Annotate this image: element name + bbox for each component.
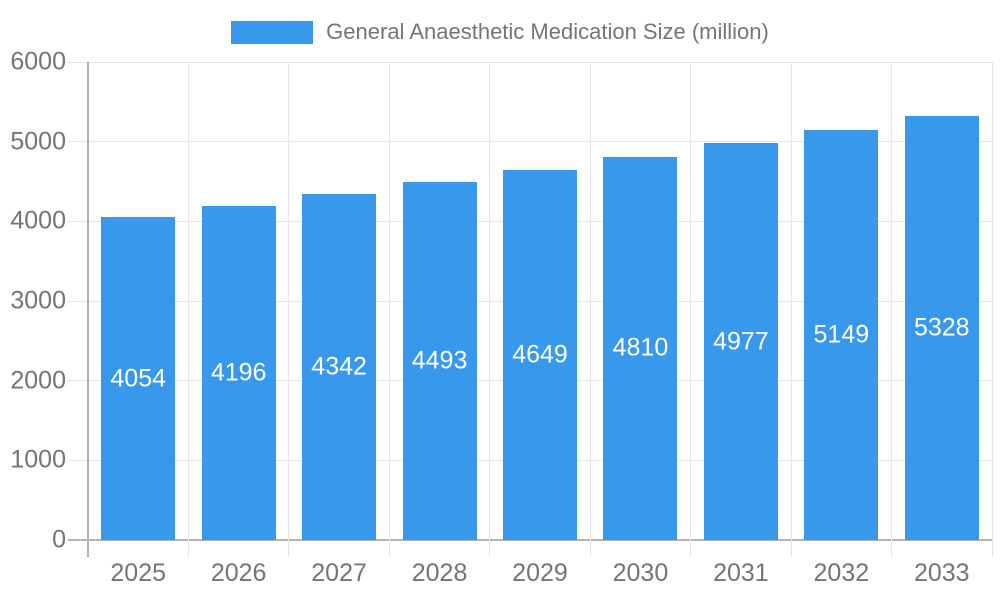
y-axis-line [87,62,89,557]
x-axis-label-2027: 2027 [311,559,367,587]
gridline-x [489,62,491,540]
y-axis-tick-label: 3000 [10,286,66,315]
bar-2031[interactable]: 4977 [703,143,778,540]
bar-2033[interactable]: 5328 [904,115,979,540]
x-axis-tick [790,540,792,557]
plot-area: 0 1000 2000 3000 4000 5000 6000 4054 2025 4196 202… [10,48,993,587]
x-axis-label-2025: 2025 [110,559,167,587]
gridline-y-5000 [68,141,992,143]
x-axis-label-2033: 2033 [913,559,970,587]
y-axis-tick-label: 6000 [10,47,66,76]
y-axis-tick-label: 5000 [10,127,66,156]
bar-2026[interactable]: 4196 [201,205,276,540]
y-axis-tick-label: 0 [52,525,66,554]
gridline-x [790,62,792,540]
bar-value-label: 4196 [210,358,267,387]
x-axis-label-2031: 2031 [713,559,769,587]
bar-2027[interactable]: 4342 [302,194,377,540]
gridline-y-6000 [68,61,992,63]
x-axis-tick [891,540,893,557]
x-axis-tick [388,540,390,557]
gridline-x [589,62,591,540]
x-axis-tick [288,540,290,557]
gridline-x [690,62,692,540]
gridline-x [891,62,893,540]
bar-2025[interactable]: 4054 [101,217,176,540]
y-axis-tick-label: 1000 [10,445,66,474]
x-axis-tick [489,540,491,557]
y-axis-tick-label: 4000 [10,206,66,235]
x-axis-label-2026: 2026 [210,559,267,587]
bar-2028[interactable]: 4493 [402,182,477,540]
x-axis-tick [991,540,993,557]
x-axis-tick [187,540,189,557]
x-axis-label-2030: 2030 [612,559,669,587]
chart-legend[interactable]: General Anaesthetic Medication Size (mil… [0,19,1000,45]
gridline-x [991,62,993,540]
x-axis-label-2029: 2029 [512,559,568,587]
legend-swatch [231,20,314,44]
bar-value-label: 4810 [612,333,669,362]
bar-2032[interactable]: 5149 [804,129,879,540]
y-axis-tick-label: 2000 [10,366,66,395]
gridline-x [288,62,290,540]
bar-value-label: 4649 [512,340,568,369]
bar-2030[interactable]: 4810 [603,156,678,540]
bar-value-label: 5328 [913,313,970,342]
legend-label: General Anaesthetic Medication Size (mil… [326,19,769,44]
gridline-y-0 [68,539,992,541]
bar-value-label: 5149 [813,320,870,349]
bar-value-label: 4054 [110,364,167,392]
bar-2029[interactable]: 4649 [503,169,577,540]
x-axis-label-2028: 2028 [411,559,468,587]
gridline-x [187,62,189,540]
x-axis-tick [690,540,692,557]
gridline-x [388,62,390,540]
bar-value-label: 4493 [411,346,468,375]
bar-value-label: 4342 [311,352,367,381]
x-axis-tick [589,540,591,557]
x-axis-label-2032: 2032 [813,559,870,587]
bar-value-label: 4977 [713,327,769,356]
